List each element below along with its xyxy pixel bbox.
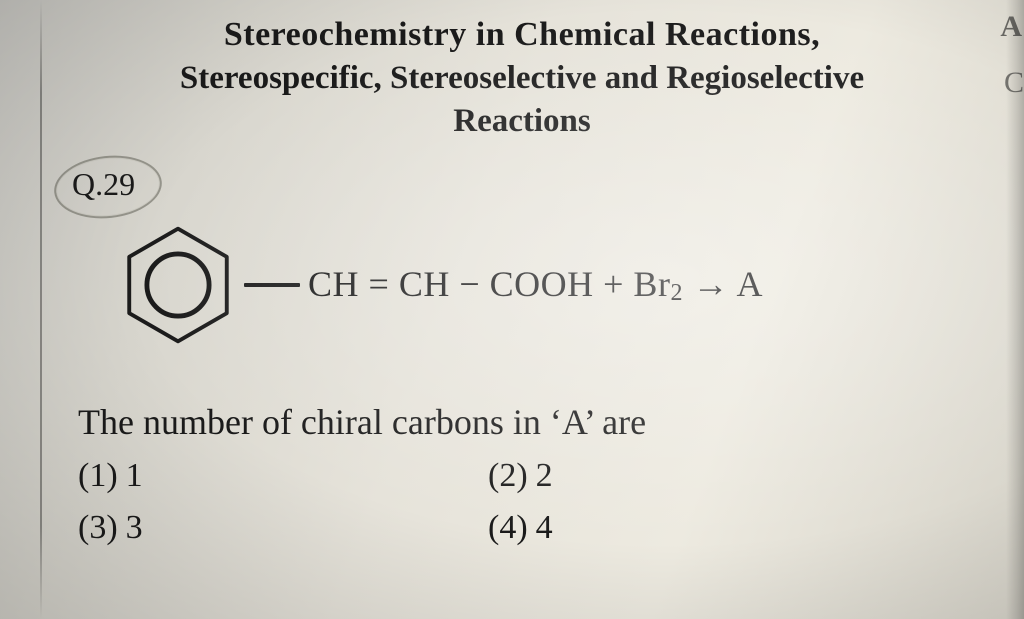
option-4-num: (4) [488, 509, 528, 546]
page-scan: A C Stereochemistry in Chemical Reaction… [0, 0, 1024, 619]
reaction-row: CH = CH − COOH + Br2 → A [110, 217, 994, 353]
benzene-ring-icon [110, 217, 246, 353]
edge-letter-a: A [1000, 10, 1022, 44]
option-2: (2)2 [488, 457, 858, 495]
options-grid: (1)1 (2)2 (3)3 (4)4 [78, 457, 858, 547]
title-line-3: Reactions [110, 103, 934, 140]
question-number-wrap: Q.29 [62, 162, 149, 207]
option-3: (3)3 [78, 509, 448, 547]
option-2-num: (2) [488, 457, 528, 494]
single-bond [244, 283, 300, 287]
page-left-margin-rule [40, 0, 42, 619]
question-number: Q.29 [62, 162, 149, 207]
section-title: Stereochemistry in Chemical Reactions, S… [110, 16, 934, 140]
option-1-val: 1 [126, 457, 143, 494]
reaction-formula: CH = CH − COOH + Br2 → A [308, 263, 763, 307]
option-1-num: (1) [78, 457, 118, 494]
option-3-val: 3 [126, 509, 143, 546]
title-line-2: Stereospecific, Stereoselective and Regi… [110, 60, 934, 97]
question-stem: The number of chiral carbons in ‘A’ are [78, 401, 994, 443]
option-3-num: (3) [78, 509, 118, 546]
option-1: (1)1 [78, 457, 448, 495]
option-2-val: 2 [536, 457, 553, 494]
option-4: (4)4 [488, 509, 858, 547]
edge-letter-c: C [1004, 66, 1024, 100]
title-line-1: Stereochemistry in Chemical Reactions, [110, 16, 934, 54]
option-4-val: 4 [536, 509, 553, 546]
